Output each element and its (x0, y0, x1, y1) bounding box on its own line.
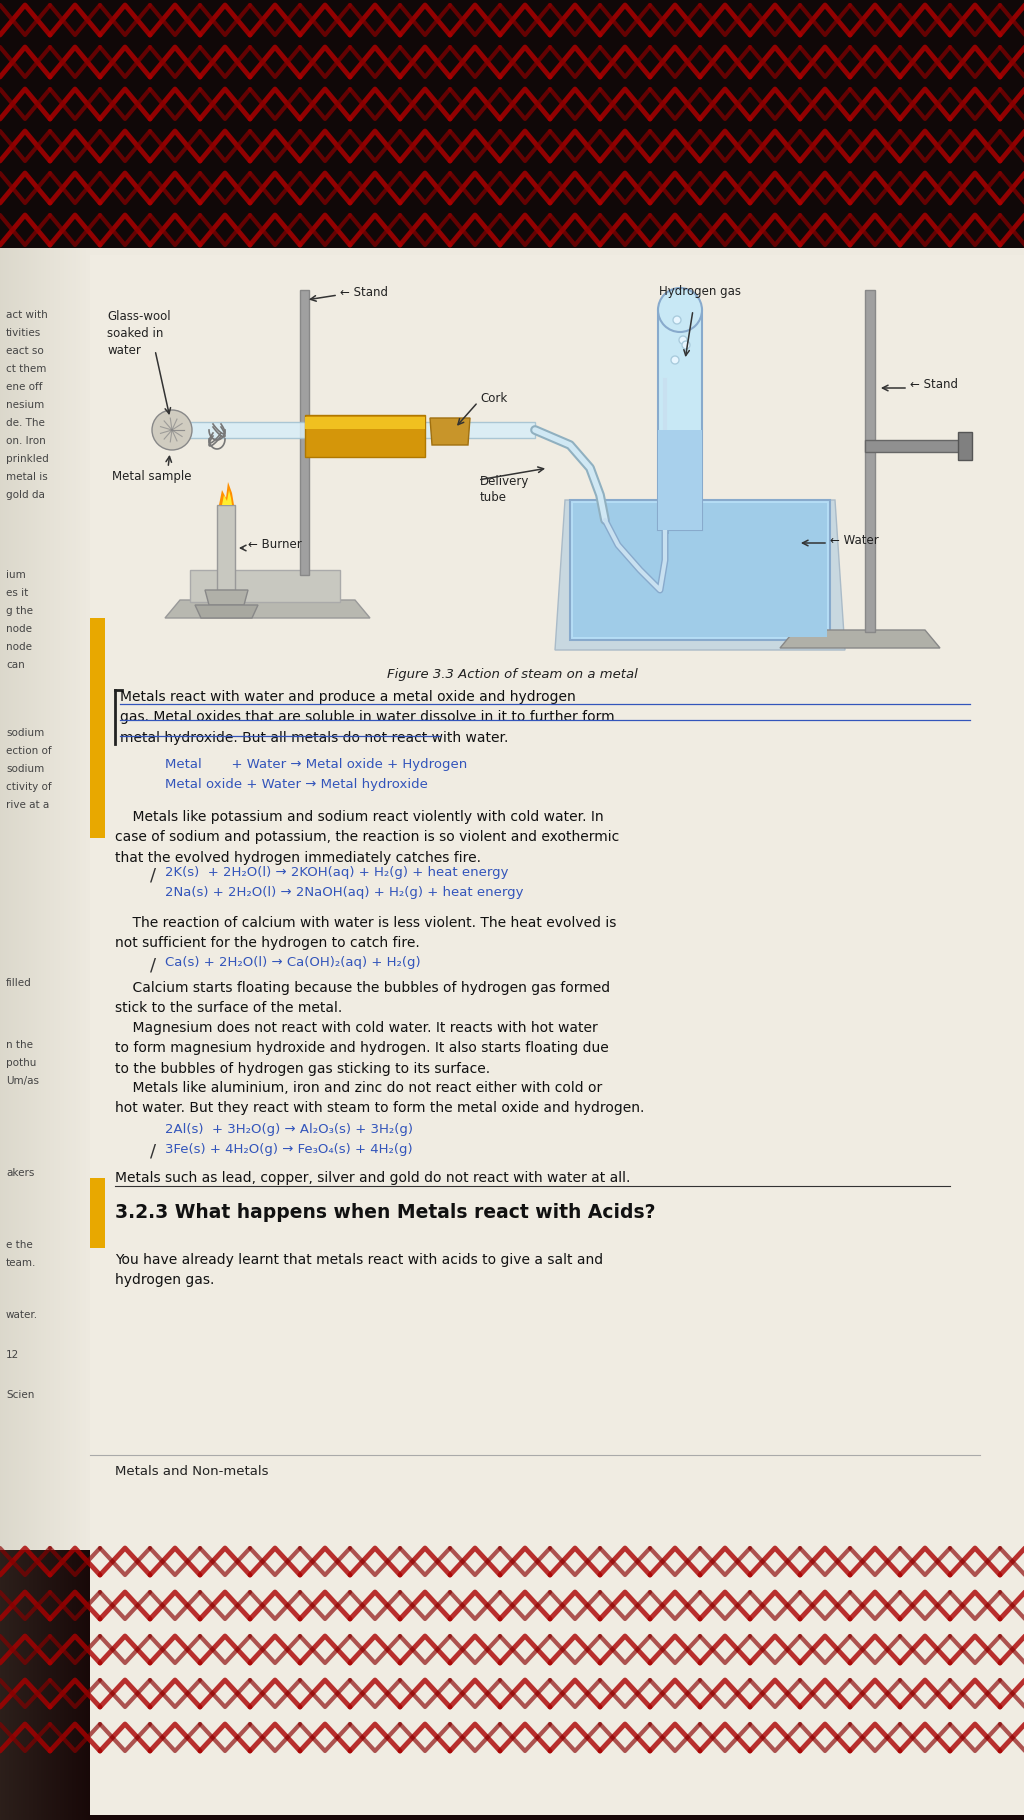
Polygon shape (780, 630, 940, 648)
Text: 12: 12 (6, 1350, 19, 1360)
Text: ← Burner: ← Burner (248, 539, 302, 551)
Text: ← Stand: ← Stand (340, 286, 388, 298)
Text: ct them: ct them (6, 364, 46, 373)
Bar (570, 501, 830, 641)
Text: The reaction of calcium with water is less violent. The heat evolved is
not suff: The reaction of calcium with water is le… (115, 915, 616, 950)
Bar (90, 1178, 105, 1249)
Polygon shape (165, 601, 370, 619)
Circle shape (673, 317, 681, 324)
Bar (155, 422, 535, 439)
Bar (0, 1551, 1024, 1820)
Text: node: node (6, 642, 32, 652)
Bar (865, 440, 965, 451)
Text: ection of: ection of (6, 746, 51, 755)
Circle shape (658, 288, 702, 331)
Text: You have already learnt that metals react with acids to give a salt and
hydrogen: You have already learnt that metals reac… (115, 1252, 603, 1287)
Text: ium: ium (6, 570, 26, 581)
Text: 2K(s)  + 2H₂O(l) → 2KOH(aq) + H₂(g) + heat energy: 2K(s) + 2H₂O(l) → 2KOH(aq) + H₂(g) + hea… (165, 866, 509, 879)
Circle shape (679, 337, 687, 344)
Text: Metals such as lead, copper, silver and gold do not react with water at all.: Metals such as lead, copper, silver and … (115, 1170, 631, 1185)
Bar (90, 619, 105, 837)
Text: Metals and Non-metals: Metals and Non-metals (115, 1465, 268, 1478)
Text: metal is: metal is (6, 471, 48, 482)
Text: ene off: ene off (6, 382, 43, 391)
Text: g the: g the (6, 606, 33, 615)
Bar (305, 415, 425, 457)
Text: Metals like aluminium, iron and zinc do not react either with cold or
hot water.: Metals like aluminium, iron and zinc do … (115, 1081, 644, 1116)
Text: ← Water: ← Water (830, 533, 879, 546)
Text: Glass-wool
soaked in
water: Glass-wool soaked in water (106, 309, 171, 357)
Bar (90, 255, 1024, 1815)
Text: Metals react with water and produce a metal oxide and hydrogen
gas. Metal oxides: Metals react with water and produce a me… (120, 690, 614, 744)
Text: 2Na(s) + 2H₂O(l) → 2NaOH(aq) + H₂(g) + heat energy: 2Na(s) + 2H₂O(l) → 2NaOH(aq) + H₂(g) + h… (165, 886, 523, 899)
Text: Metal       + Water → Metal oxide + Hydrogen: Metal + Water → Metal oxide + Hydrogen (165, 757, 467, 772)
Text: prinkled: prinkled (6, 453, 49, 464)
Text: water.: water. (6, 1310, 38, 1319)
Text: Metals like potassium and sodium react violently with cold water. In
case of sod: Metals like potassium and sodium react v… (115, 810, 620, 864)
Text: /: / (150, 866, 156, 885)
Text: 3.2.3 What happens when Metals react with Acids?: 3.2.3 What happens when Metals react wit… (115, 1203, 655, 1221)
Text: eact so: eact so (6, 346, 44, 357)
Text: 2Al(s)  + 3H₂O(g) → Al₂O₃(s) + 3H₂(g): 2Al(s) + 3H₂O(g) → Al₂O₃(s) + 3H₂(g) (165, 1123, 413, 1136)
Text: nesium: nesium (6, 400, 44, 410)
Text: sodium: sodium (6, 764, 44, 774)
Text: act with: act with (6, 309, 48, 320)
Text: Magnesium does not react with cold water. It reacts with hot water
to form magne: Magnesium does not react with cold water… (115, 1021, 608, 1076)
Polygon shape (430, 419, 470, 446)
Text: ← Stand: ← Stand (910, 379, 958, 391)
Text: e the: e the (6, 1239, 33, 1250)
Text: rive at a: rive at a (6, 801, 49, 810)
Text: /: / (150, 1143, 156, 1161)
Bar (658, 309, 702, 530)
Bar (305, 417, 425, 430)
Bar (658, 430, 702, 530)
Text: Hydrogen gas: Hydrogen gas (659, 286, 741, 298)
Bar (300, 289, 309, 575)
Text: ctivity of: ctivity of (6, 783, 51, 792)
Circle shape (671, 357, 679, 364)
Polygon shape (219, 482, 234, 504)
Bar (190, 570, 340, 602)
Text: team.: team. (6, 1258, 37, 1269)
Text: Metal oxide + Water → Metal hydroxide: Metal oxide + Water → Metal hydroxide (165, 777, 428, 792)
Text: n the: n the (6, 1039, 33, 1050)
Text: Cork: Cork (480, 391, 507, 404)
Text: can: can (6, 661, 25, 670)
Bar (573, 502, 827, 637)
Text: akers: akers (6, 1168, 35, 1178)
Text: filled: filled (6, 977, 32, 988)
Polygon shape (555, 501, 845, 650)
Text: Delivery
tube: Delivery tube (480, 475, 529, 504)
Bar (0, 0, 1024, 266)
Bar (0, 248, 1024, 1820)
Text: de. The: de. The (6, 419, 45, 428)
Circle shape (682, 340, 690, 349)
Text: /: / (150, 956, 156, 974)
Text: Figure 3.3 Action of steam on a metal: Figure 3.3 Action of steam on a metal (387, 668, 637, 681)
Text: gold da: gold da (6, 490, 45, 501)
Text: Um/as: Um/as (6, 1076, 39, 1087)
Polygon shape (205, 590, 248, 604)
Text: Metal sample: Metal sample (113, 470, 191, 482)
Bar (865, 289, 874, 632)
Text: on. Iron: on. Iron (6, 437, 46, 446)
Bar (217, 504, 234, 590)
Text: es it: es it (6, 588, 29, 599)
Polygon shape (222, 490, 232, 504)
Text: node: node (6, 624, 32, 633)
Polygon shape (195, 604, 258, 619)
Text: sodium: sodium (6, 728, 44, 737)
Text: Calcium starts floating because the bubbles of hydrogen gas formed
stick to the : Calcium starts floating because the bubb… (115, 981, 610, 1016)
Text: tivities: tivities (6, 328, 41, 339)
Text: pothu: pothu (6, 1057, 37, 1068)
Text: Ca(s) + 2H₂O(l) → Ca(OH)₂(aq) + H₂(g): Ca(s) + 2H₂O(l) → Ca(OH)₂(aq) + H₂(g) (165, 956, 421, 968)
Bar (958, 431, 972, 460)
Circle shape (152, 410, 193, 450)
Text: Scien: Scien (6, 1390, 35, 1400)
Text: 3Fe(s) + 4H₂O(g) → Fe₃O₄(s) + 4H₂(g): 3Fe(s) + 4H₂O(g) → Fe₃O₄(s) + 4H₂(g) (165, 1143, 413, 1156)
